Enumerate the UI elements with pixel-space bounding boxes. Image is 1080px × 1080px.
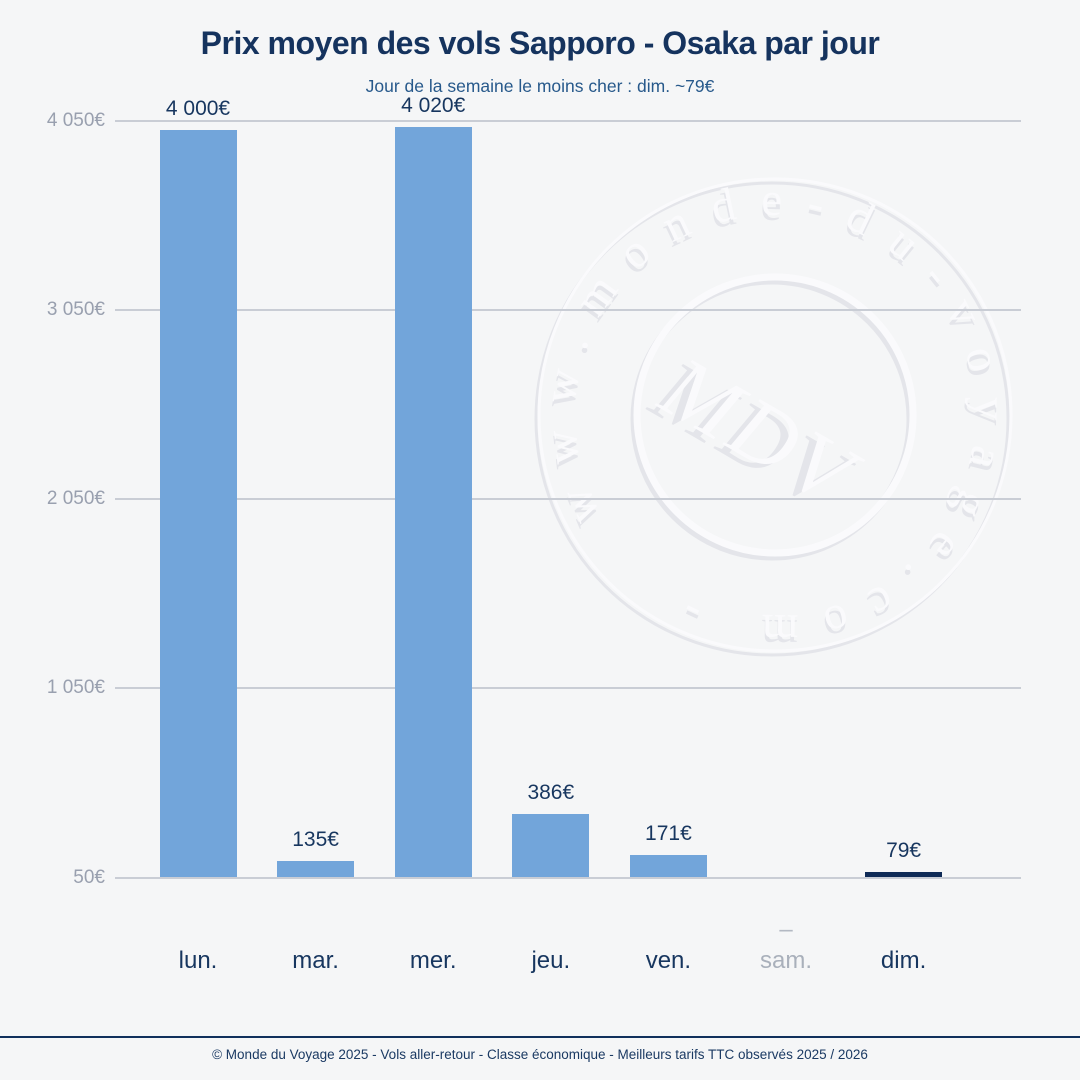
gridline-4050 xyxy=(115,120,1021,122)
bar-mer xyxy=(394,126,472,878)
y-axis-tick-label: 1 050€ xyxy=(46,677,105,699)
x-axis-label-sam: sam. xyxy=(759,947,812,974)
x-axis-label-jeu: jeu. xyxy=(531,947,571,974)
y-axis-tick-label: 2 050€ xyxy=(46,488,105,510)
bar-jeu xyxy=(512,813,590,878)
gridline-3050 xyxy=(115,309,1021,312)
chart-title: Prix moyen des vols Sapporo - Osaka par … xyxy=(200,25,880,61)
bar-value-label-mar: 135€ xyxy=(292,828,339,852)
bar-mar xyxy=(277,861,355,878)
footer-text: © Monde du Voyage 2025 - Vols aller-reto… xyxy=(212,1047,868,1062)
watermark-outer-ring-shadow xyxy=(534,181,1010,657)
bar-dim xyxy=(865,872,943,878)
gridline-1050 xyxy=(115,687,1021,690)
watermark: www.monde-du-voyage.com - www.monde-du-v… xyxy=(525,165,1025,665)
x-axis-label-lun: lun. xyxy=(178,947,218,974)
watermark-outer-ring xyxy=(537,177,1013,653)
bar-value-label-mer: 4 020€ xyxy=(401,93,466,117)
bar-value-label-ven: 171€ xyxy=(645,821,692,845)
gridline-2050 xyxy=(115,498,1021,501)
gridline-50 xyxy=(115,876,1021,879)
x-axis-label-mar: mar. xyxy=(292,947,339,974)
chart-subtitle: Jour de la semaine le moins cher : dim. … xyxy=(365,76,715,96)
footer-divider xyxy=(0,1036,1080,1038)
x-axis-label-dim: dim. xyxy=(880,947,927,974)
bar-value-label-jeu: 386€ xyxy=(527,780,575,804)
bar-ven xyxy=(629,854,707,878)
x-axis-label-ven: ven. xyxy=(645,947,692,974)
bar-value-label-lun: 4 000€ xyxy=(165,97,231,121)
bar-value-label-dim: 79€ xyxy=(886,839,922,862)
y-axis-tick-label: 3 050€ xyxy=(46,299,105,321)
watermark-inner-ring xyxy=(633,273,917,557)
bar-lun xyxy=(159,130,237,878)
y-axis-tick-label: 4 050€ xyxy=(46,110,105,131)
y-axis-tick-label: 50€ xyxy=(73,866,105,888)
no-data-dash-sam: – xyxy=(779,916,793,943)
x-axis-label-mer: mer. xyxy=(409,947,457,974)
